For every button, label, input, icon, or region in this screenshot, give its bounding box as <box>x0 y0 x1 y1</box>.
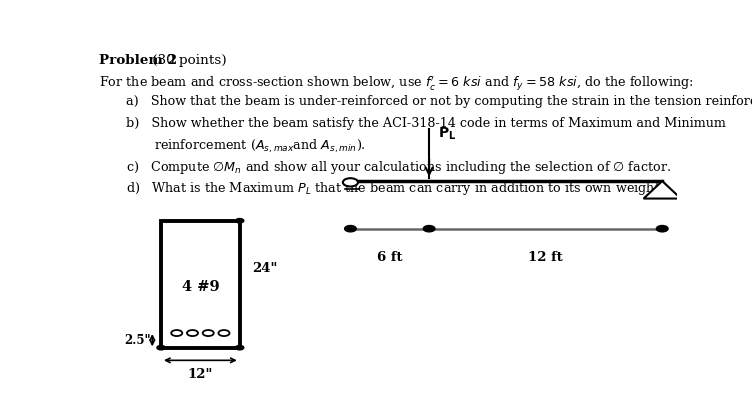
Text: 2.5": 2.5" <box>124 334 150 346</box>
Circle shape <box>218 330 229 336</box>
Text: Problem 2: Problem 2 <box>99 54 177 67</box>
Text: 4 #9: 4 #9 <box>181 280 219 294</box>
Text: For the beam and cross-section shown below, use $f_c' = 6\ ksi$ and $f_y = 58\ k: For the beam and cross-section shown bel… <box>99 74 693 93</box>
Circle shape <box>343 178 358 187</box>
Text: a)   Show that the beam is under-reinforced or not by computing the strain in th: a) Show that the beam is under-reinforce… <box>126 96 752 108</box>
Circle shape <box>171 330 182 336</box>
Polygon shape <box>644 181 681 199</box>
Bar <box>161 221 240 348</box>
Text: 12": 12" <box>188 368 213 381</box>
Circle shape <box>656 225 668 232</box>
Circle shape <box>235 345 244 350</box>
Circle shape <box>423 225 435 232</box>
Circle shape <box>157 345 165 350</box>
Text: (30 points): (30 points) <box>148 54 227 67</box>
Text: 6 ft: 6 ft <box>377 251 402 264</box>
Text: b)   Show whether the beam satisfy the ACI-318-14 code in terms of Maximum and M: b) Show whether the beam satisfy the ACI… <box>126 117 726 130</box>
Text: d)   What is the Maximum $P_L$ that the beam can carry in addition to its own we: d) What is the Maximum $P_L$ that the be… <box>126 180 668 197</box>
Text: reinforcement ($A_{s,max}$and $A_{s,min}$).: reinforcement ($A_{s,max}$and $A_{s,min}… <box>154 138 366 155</box>
Circle shape <box>203 330 214 336</box>
Circle shape <box>235 218 244 223</box>
Text: 12 ft: 12 ft <box>529 251 563 264</box>
Text: 24": 24" <box>253 262 278 276</box>
Text: $\mathbf{P_L}$: $\mathbf{P_L}$ <box>438 126 456 142</box>
Circle shape <box>344 225 356 232</box>
Text: c)   Compute $\varnothing M_n$ and show all your calculations including the sele: c) Compute $\varnothing M_n$ and show al… <box>126 159 672 176</box>
Circle shape <box>187 330 198 336</box>
